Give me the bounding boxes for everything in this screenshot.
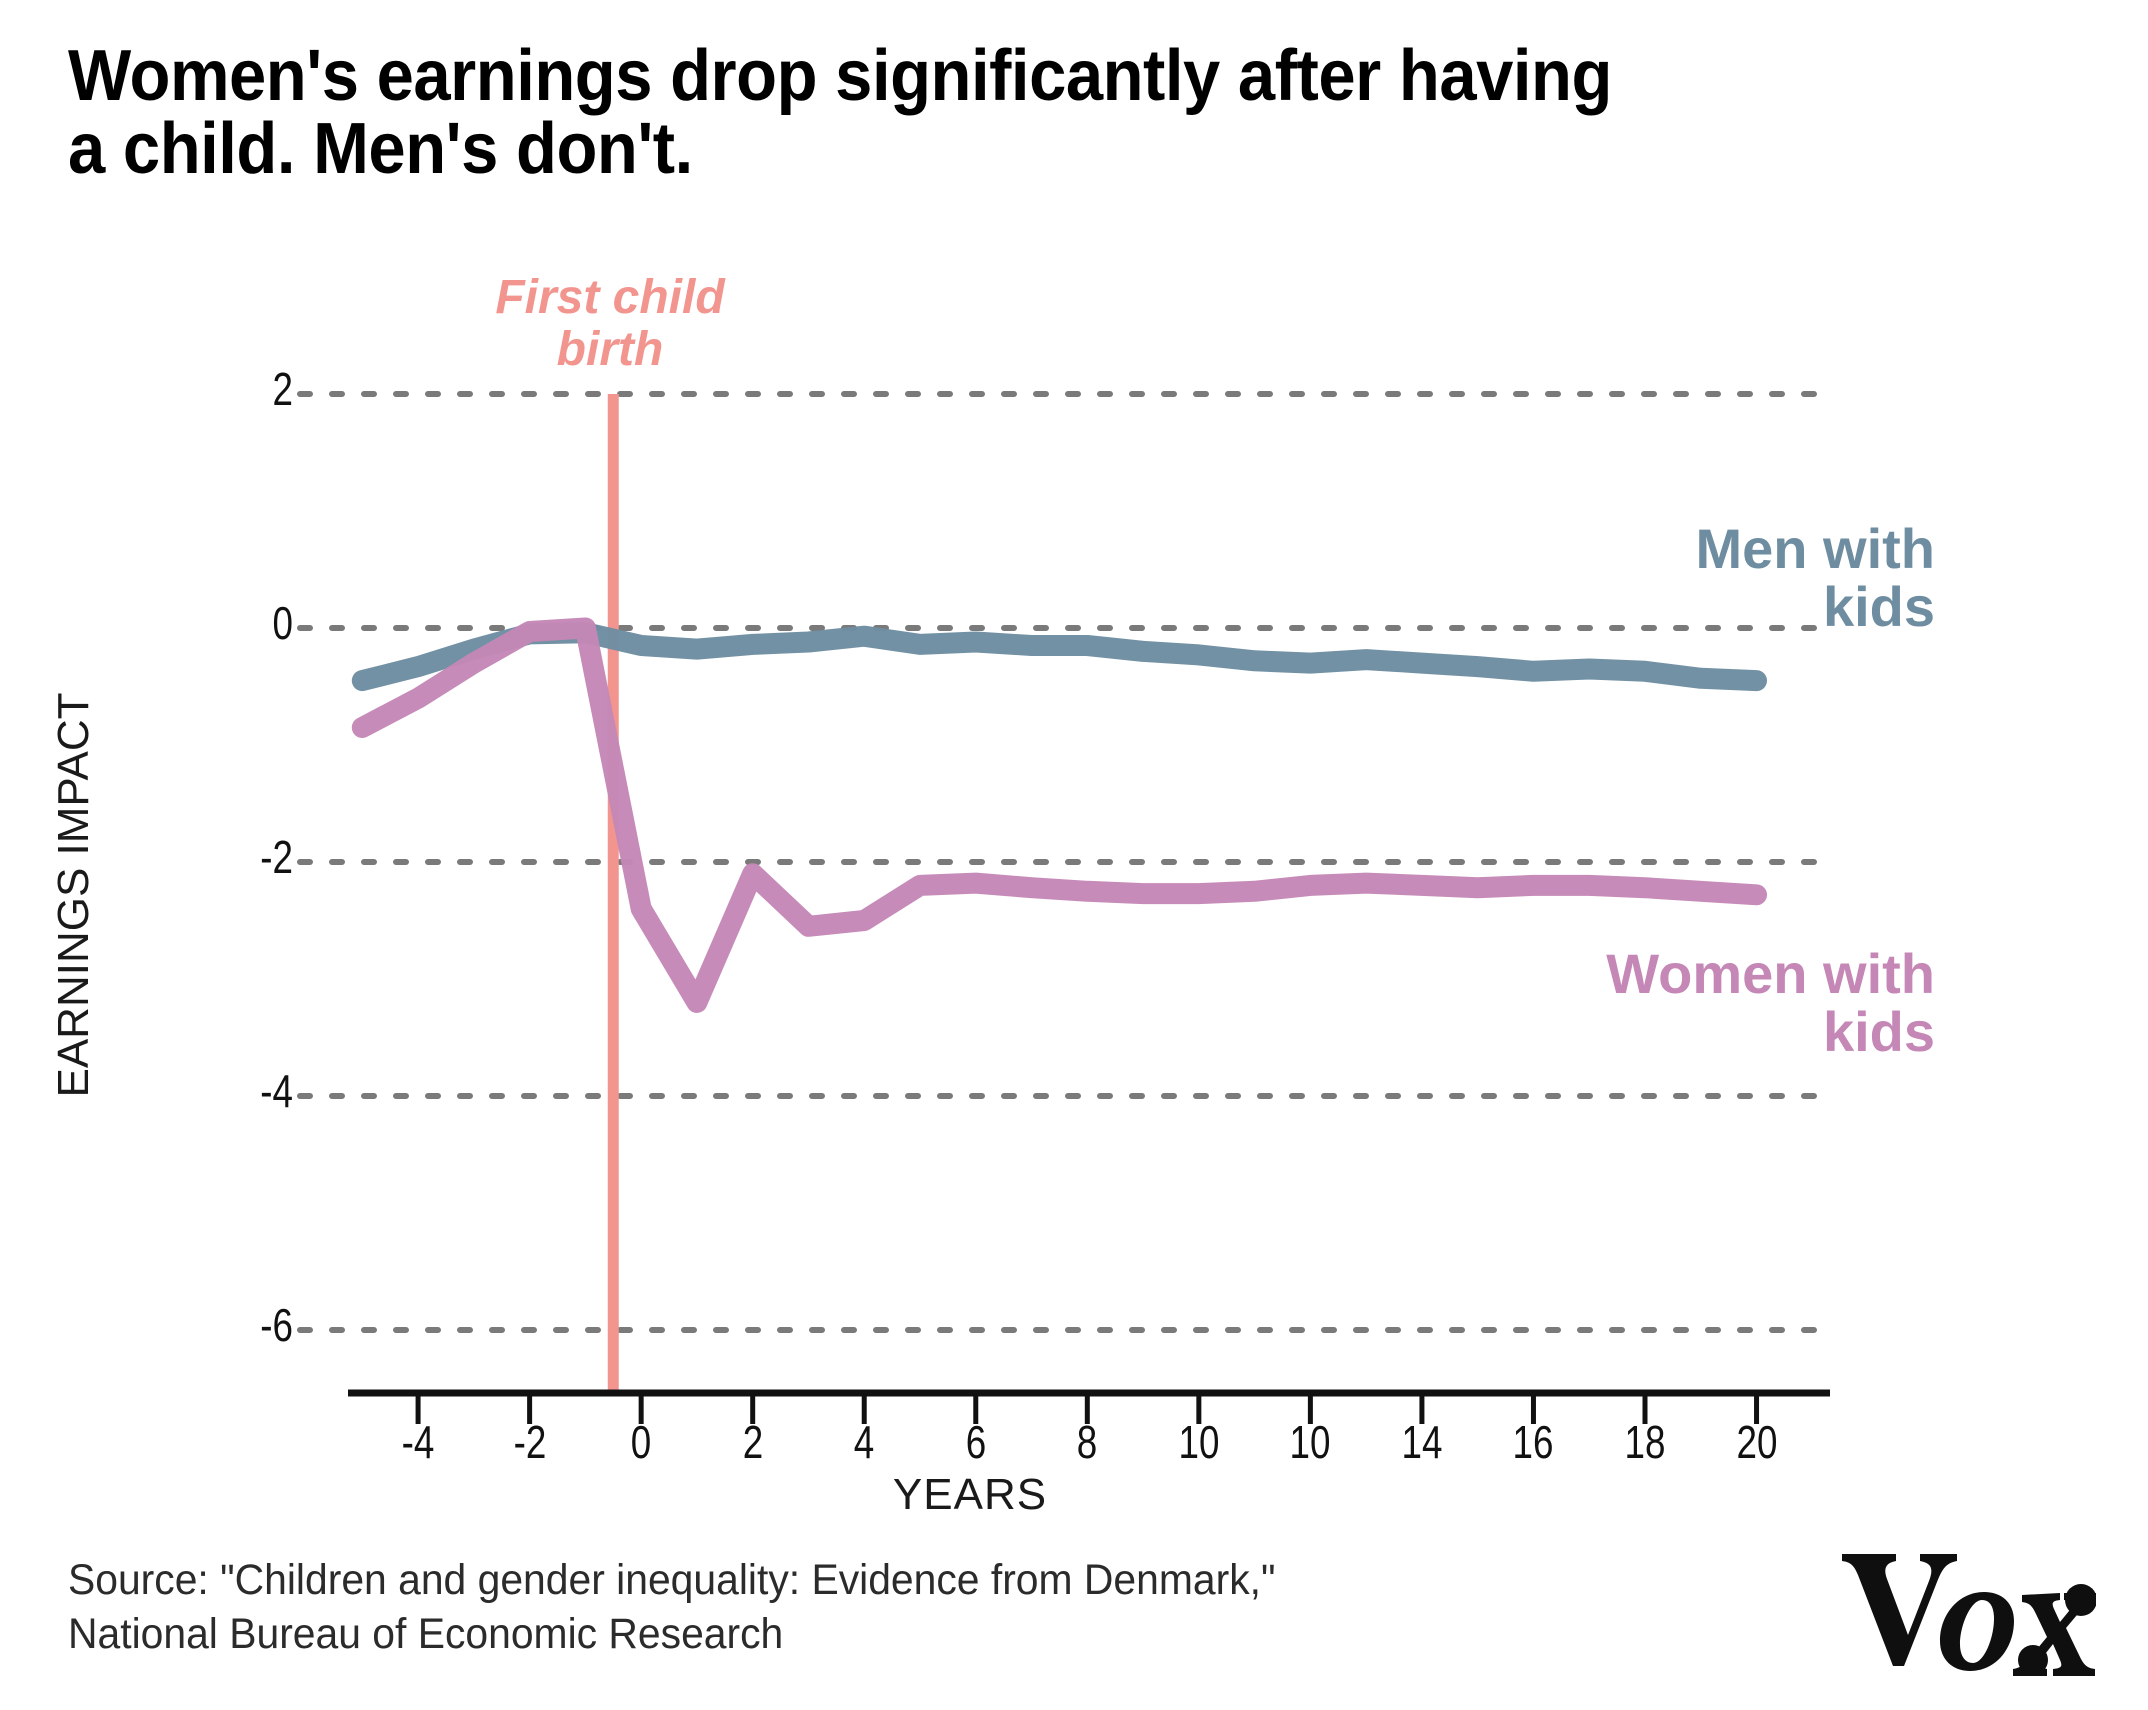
x-axis-line-and-ticks <box>348 1389 1830 1424</box>
chart-plot-area: EARNINGS IMPACT YEARS -4 -2 0 2 4 6 8 10 10 14 16 1… <box>49 271 1935 1519</box>
series-label-women: Women with kids <box>1606 942 1935 1064</box>
line-chart-svg <box>297 391 1833 1424</box>
series-line <box>351 622 1767 692</box>
page-title: Women's earnings drop significantly afte… <box>68 36 1612 190</box>
series-label-men: Men with kids <box>1695 517 1935 639</box>
data-series-group <box>351 617 1767 1013</box>
vox-logo <box>1836 1538 2097 1688</box>
y-tick-label: -2 <box>260 831 293 883</box>
y-tick-label: 2 <box>272 363 293 415</box>
x-tick-label: 10 <box>1178 1416 1220 1468</box>
y-axis-title: EARNINGS IMPACT <box>49 692 98 1098</box>
x-tick-label: -4 <box>401 1416 435 1468</box>
x-tick-label: 20 <box>1736 1416 1777 1468</box>
x-tick-label: 18 <box>1624 1416 1666 1468</box>
y-tick-label: -6 <box>260 1299 293 1351</box>
first-child-birth-annotation: First child birth <box>495 271 725 376</box>
x-tick-label: 6 <box>965 1416 987 1468</box>
x-tick-label: 4 <box>853 1416 875 1468</box>
x-tick-label: 2 <box>742 1416 763 1468</box>
x-tick-label: 16 <box>1512 1416 1554 1468</box>
x-tick-label: -2 <box>513 1416 546 1468</box>
y-tick-label: -4 <box>260 1065 293 1117</box>
series-line <box>351 617 1767 1013</box>
x-axis-title: YEARS <box>892 1470 1048 1519</box>
x-tick-label: 0 <box>630 1416 652 1468</box>
x-tick-label: 14 <box>1401 1416 1443 1468</box>
source-attribution: Source: "Children and gender inequality:… <box>68 1556 1276 1659</box>
y-tick-label: 0 <box>272 597 293 649</box>
x-tick-label: 8 <box>1077 1416 1098 1468</box>
x-tick-label: 10 <box>1289 1416 1331 1468</box>
